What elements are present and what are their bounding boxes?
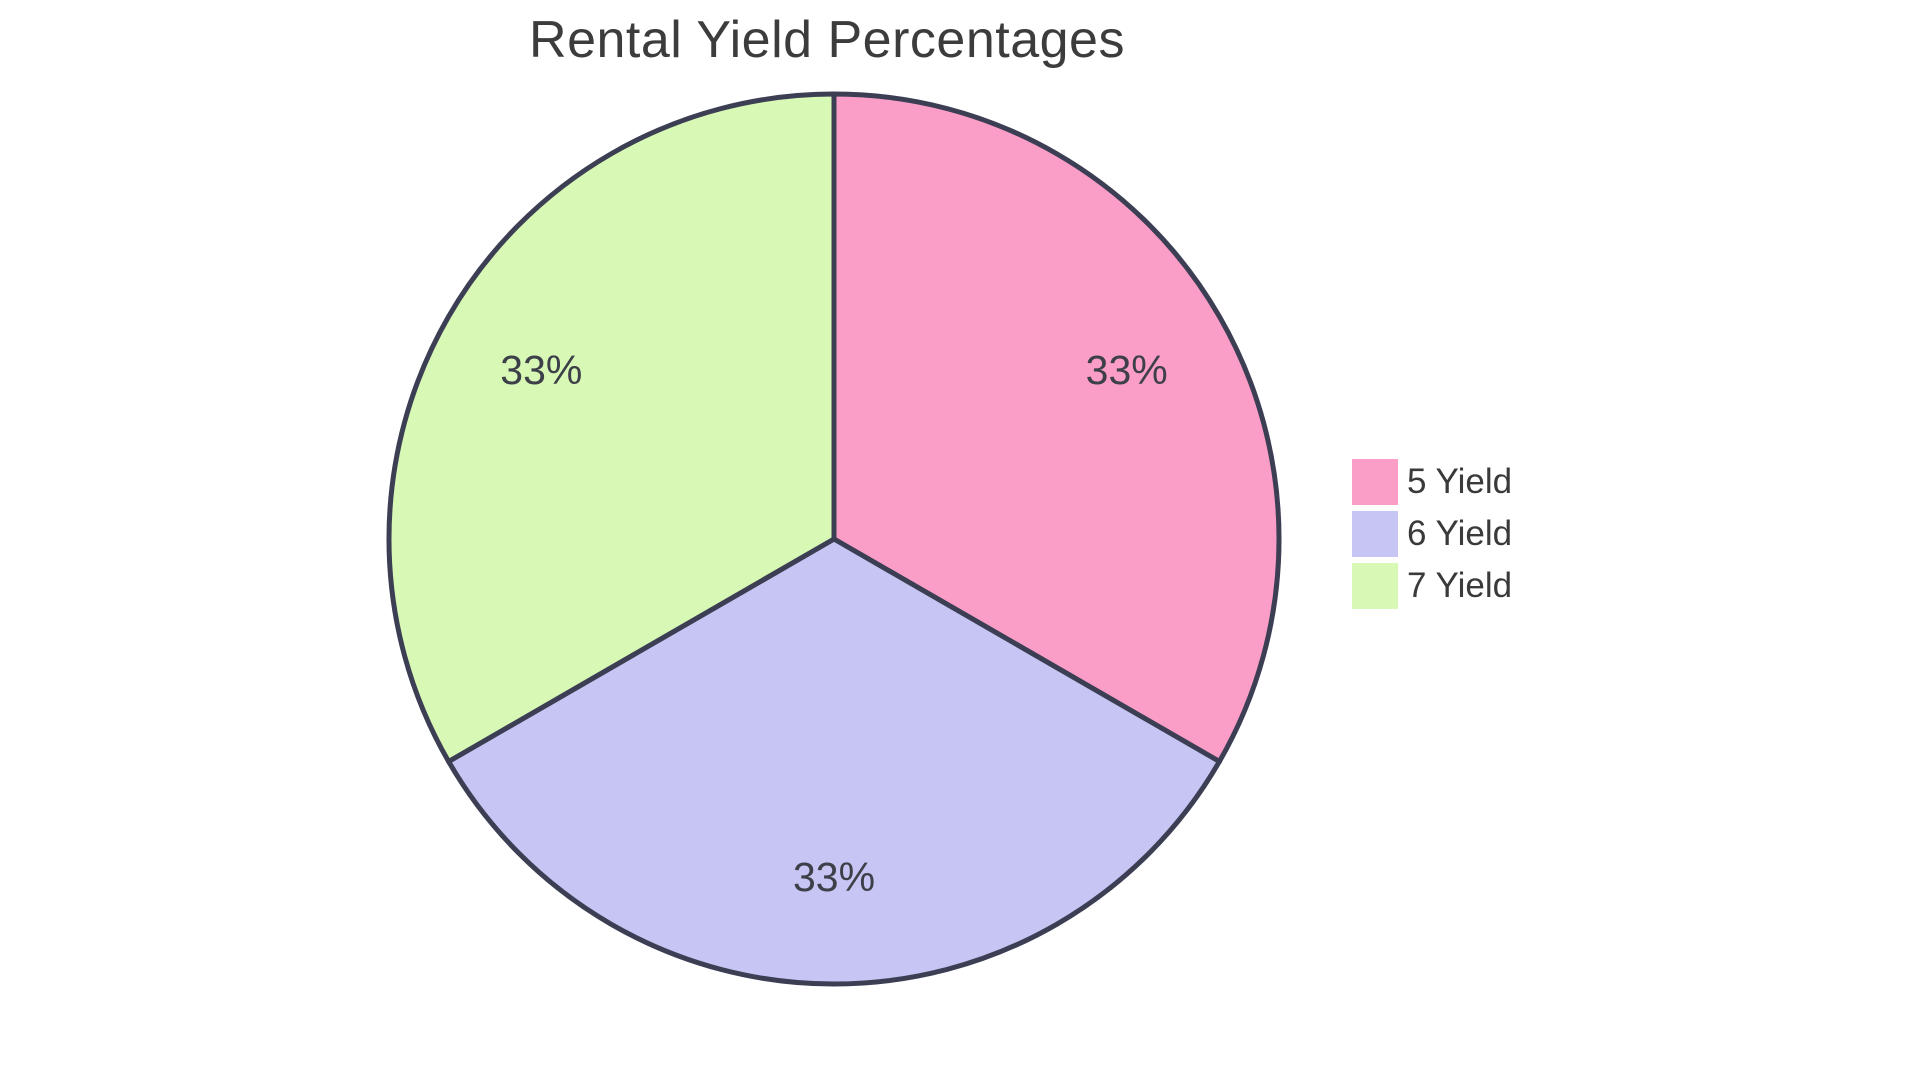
legend-item-7-yield[interactable]: 7 Yield (1352, 563, 1512, 609)
slice-percent-label-5-yield: 33% (1086, 347, 1168, 393)
legend-label-5-yield: 5 Yield (1407, 462, 1513, 501)
legend-swatch-7-yield (1352, 563, 1398, 609)
legend-item-6-yield[interactable]: 6 Yield (1352, 511, 1512, 557)
legend-swatch-5-yield (1352, 459, 1398, 505)
legend: 5 Yield 6 Yield 7 Yield (1352, 459, 1512, 609)
pie-slice-5-yield[interactable] (831, 91, 1282, 764)
slice-percent-label-7-yield: 33% (500, 347, 582, 393)
legend-label-6-yield: 6 Yield (1407, 514, 1513, 553)
chart-title: Rental Yield Percentages (529, 11, 1125, 69)
slice-percent-label-6-yield: 33% (793, 854, 875, 900)
legend-item-5-yield[interactable]: 5 Yield (1352, 459, 1512, 505)
pie-slice-7-yield[interactable] (386, 91, 837, 764)
legend-label-7-yield: 7 Yield (1407, 566, 1513, 605)
legend-swatch-6-yield (1352, 511, 1398, 557)
